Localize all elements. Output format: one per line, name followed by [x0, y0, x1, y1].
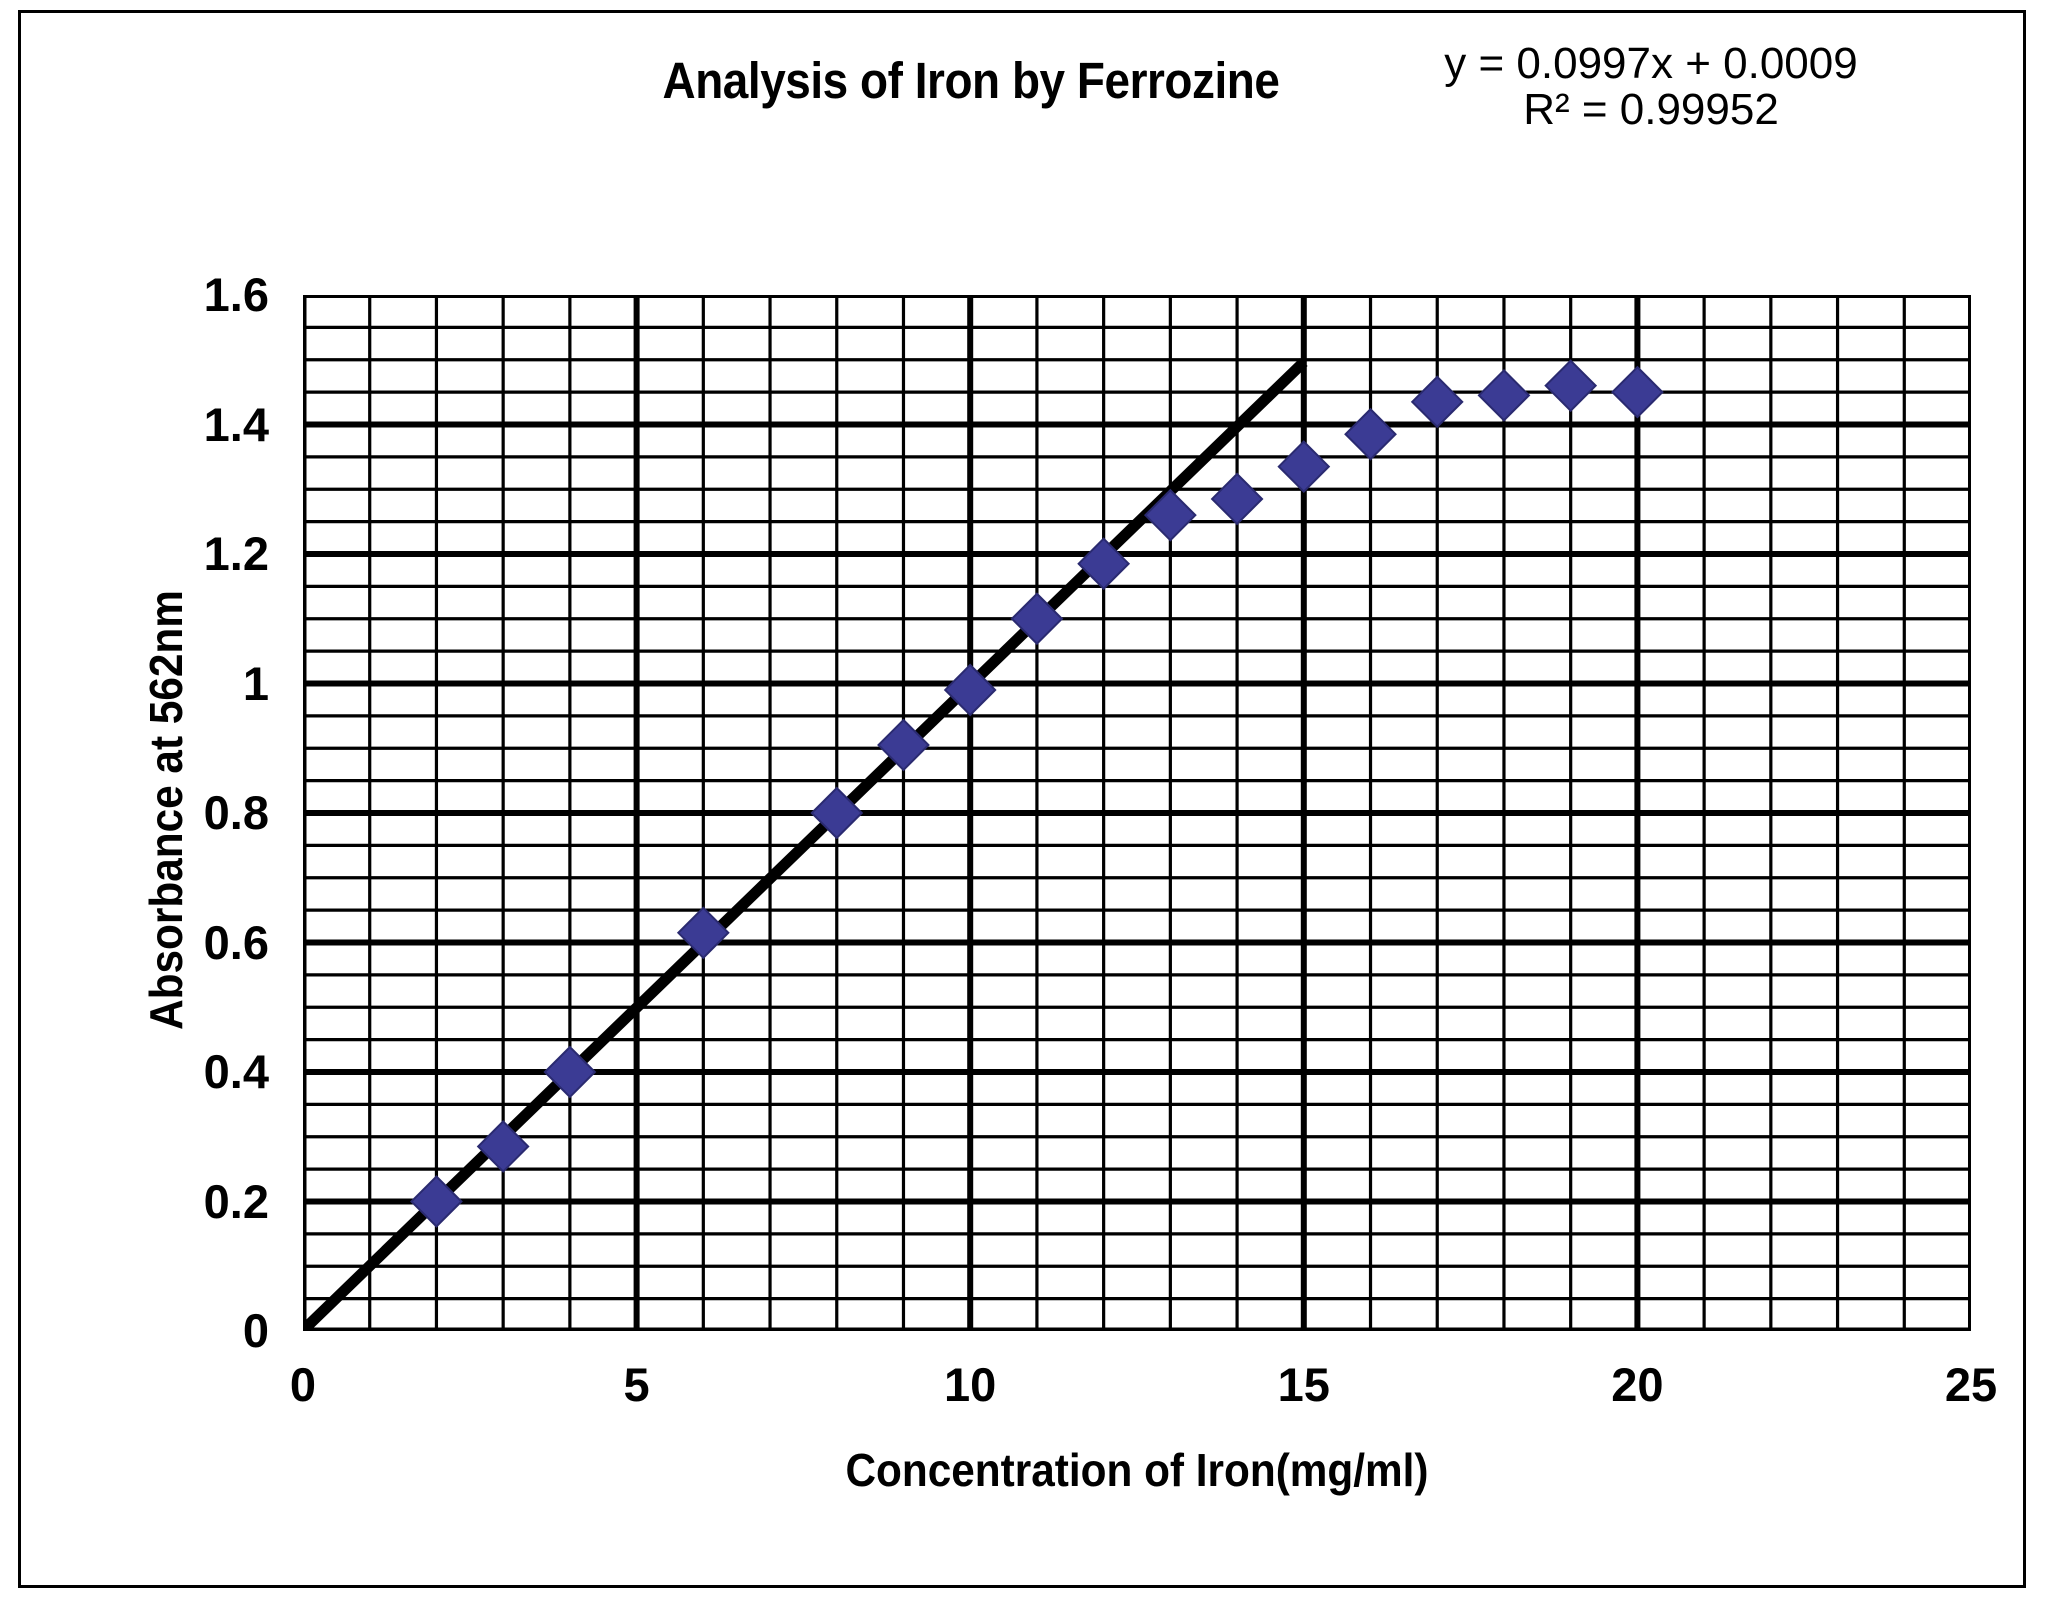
- x-axis-tick-label: 0: [289, 1358, 317, 1411]
- plot-svg: [303, 295, 1971, 1331]
- major-gridlines: [303, 295, 1971, 1331]
- x-axis-tick-label: 10: [944, 1358, 997, 1411]
- chart-title: Analysis of Iron by Ferrozine: [662, 52, 1280, 109]
- data-point-marker: [1143, 488, 1197, 542]
- y-axis-tick-label: 0.4: [203, 1045, 269, 1098]
- data-point-marker: [943, 663, 997, 717]
- data-point-marker: [1210, 472, 1264, 526]
- x-axis-tick-label: 5: [623, 1358, 650, 1411]
- y-axis-tick-label: 0: [242, 1304, 269, 1357]
- y-axis-tick-label: 1.6: [203, 268, 269, 321]
- data-point-marker: [476, 1120, 530, 1173]
- data-point-marker: [1010, 592, 1064, 646]
- plot-area: [303, 295, 1971, 1331]
- data-point-marker: [1477, 368, 1531, 422]
- y-axis-tick-label: 1.4: [203, 397, 269, 451]
- data-point-marker: [543, 1045, 597, 1099]
- data-point-marker: [1277, 440, 1331, 494]
- trendline: [303, 358, 1308, 1331]
- data-point-marker: [1544, 359, 1598, 413]
- y-axis-tick-label: 0.6: [203, 915, 269, 969]
- trendline-rsquared-line: R² = 0.99952: [1523, 84, 1779, 134]
- trendline-equation-annotation: y = 0.0997x + 0.0009 R² = 0.99952: [1271, 41, 2031, 133]
- data-point-marker: [676, 906, 730, 960]
- y-axis-tick-labels: 0 0.2 0.4 0.6 0.8 1 1.2 1.4 1.6: [51, 13, 269, 1605]
- x-axis-tick-labels: 0 5 10 15 20 25: [21, 1361, 2046, 1431]
- data-point-marker: [410, 1175, 463, 1228]
- chart-frame: Analysis of Iron by Ferrozine y = 0.0997…: [18, 10, 2026, 1588]
- x-axis-tick-label: 20: [1611, 1358, 1664, 1411]
- x-axis-tick-label: 15: [1277, 1358, 1330, 1411]
- data-point-marker: [1344, 407, 1397, 461]
- data-point-marker: [1077, 537, 1131, 591]
- trendline-segment: [303, 358, 1308, 1331]
- data-point-markers: [410, 359, 1664, 1228]
- x-axis-title: Concentration of Iron(mg/ml): [845, 1444, 1429, 1496]
- y-axis-tick-label: 0.8: [203, 786, 269, 839]
- x-axis-tick-label: 25: [1944, 1358, 1998, 1411]
- y-axis-tick-label: 1: [242, 656, 269, 710]
- data-point-marker: [1410, 375, 1464, 429]
- y-axis-tick-label: 1.2: [203, 527, 269, 580]
- data-point-marker: [810, 786, 864, 840]
- data-point-marker: [1610, 365, 1664, 419]
- trendline-equation-line: y = 0.0997x + 0.0009: [1444, 39, 1858, 88]
- y-axis-tick-label: 0.2: [203, 1174, 269, 1228]
- data-point-marker: [877, 718, 930, 772]
